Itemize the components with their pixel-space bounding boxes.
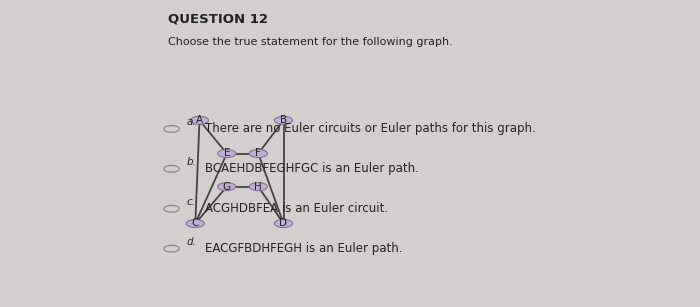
Circle shape (218, 150, 236, 157)
Text: a.: a. (187, 117, 197, 127)
Circle shape (274, 116, 293, 124)
Text: G: G (223, 182, 231, 192)
Circle shape (274, 220, 293, 227)
Text: c.: c. (187, 197, 196, 207)
Circle shape (249, 183, 267, 191)
Circle shape (190, 116, 209, 124)
Circle shape (249, 150, 267, 157)
Text: b.: b. (187, 157, 197, 167)
Text: There are no Euler circuits or Euler paths for this graph.: There are no Euler circuits or Euler pat… (205, 122, 536, 135)
Text: B: B (280, 115, 287, 125)
Text: F: F (256, 149, 261, 158)
Text: EACGFBDHFEGH is an Euler path.: EACGFBDHFEGH is an Euler path. (205, 242, 402, 255)
Text: H: H (254, 182, 262, 192)
Text: Choose the true statement for the following graph.: Choose the true statement for the follow… (168, 37, 453, 47)
Text: E: E (223, 149, 230, 158)
Circle shape (218, 183, 236, 191)
Text: D: D (279, 219, 288, 228)
Text: A: A (196, 115, 203, 125)
Text: C: C (192, 219, 199, 228)
Text: QUESTION 12: QUESTION 12 (168, 12, 268, 25)
Text: BCAEHDBFEGHFGC is an Euler path.: BCAEHDBFEGHFGC is an Euler path. (205, 162, 419, 175)
Text: ACGHDBFEA is an Euler circuit.: ACGHDBFEA is an Euler circuit. (205, 202, 388, 215)
Circle shape (186, 220, 204, 227)
Text: d.: d. (187, 237, 197, 247)
